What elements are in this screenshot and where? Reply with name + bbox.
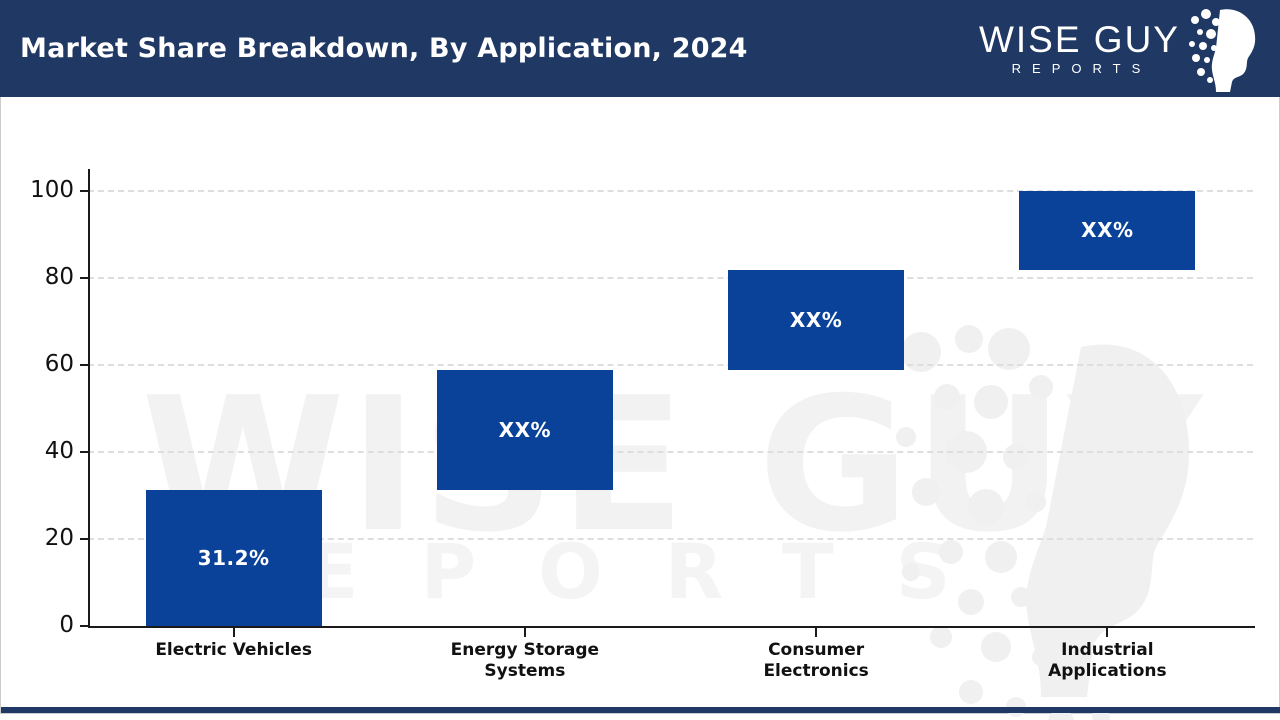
gridline — [88, 537, 1253, 540]
gridline — [88, 450, 1253, 453]
footer-accent-strip — [1, 707, 1280, 713]
x-tick-mark — [1106, 628, 1109, 637]
bar-value-label: XX% — [789, 308, 843, 333]
x-category-label: Electric Vehicles — [155, 640, 312, 660]
brand-face-icon — [1189, 8, 1256, 92]
x-tick-mark — [232, 628, 235, 637]
brand-logo-text: WISE GUY REPORTS — [979, 21, 1180, 76]
y-tick-label: 60 — [44, 350, 74, 377]
x-tick-mark — [523, 628, 526, 637]
bar-value-label: XX% — [1081, 218, 1134, 243]
waterfall-chart: 0 20 40 60 80 100 31.2% Electric Vehicles XX% Ene… — [0, 97, 1280, 714]
y-tick-mark — [80, 363, 88, 366]
y-tick-label: 0 — [59, 612, 74, 638]
y-axis-line — [88, 169, 90, 626]
waterfall-bar-segment: 31.2% — [145, 490, 322, 626]
y-tick-mark — [80, 276, 88, 279]
waterfall-bar-segment: XX% — [1019, 190, 1196, 270]
gridline — [88, 189, 1253, 192]
x-tick-mark — [815, 628, 818, 637]
x-category-label: Energy Storage Systems — [450, 640, 600, 682]
y-tick-label: 100 — [30, 176, 74, 203]
x-category-label: Industrial Applications — [1048, 640, 1167, 682]
gridline — [88, 276, 1253, 279]
header-bar: Market Share Breakdown, By Application, … — [0, 0, 1280, 97]
x-category-label: Consumer Electronics — [763, 640, 869, 682]
y-tick-label: 20 — [44, 524, 74, 551]
x-axis-line — [88, 626, 1255, 628]
bar-value-label: 31.2% — [197, 546, 270, 571]
y-tick-mark — [80, 625, 88, 627]
brand-logo: WISE GUY REPORTS — [979, 6, 1260, 92]
y-tick-mark — [80, 537, 88, 540]
y-tick-mark — [80, 450, 88, 453]
brand-subtitle: REPORTS — [1011, 61, 1152, 76]
waterfall-bar-segment: XX% — [728, 269, 905, 371]
page-title: Market Share Breakdown, By Application, … — [20, 33, 748, 64]
bar-value-label: XX% — [498, 418, 552, 443]
gridline — [88, 363, 1253, 366]
y-tick-label: 40 — [44, 437, 74, 464]
waterfall-bar-segment: XX% — [436, 370, 613, 491]
y-tick-label: 80 — [44, 263, 74, 290]
brand-name: WISE GUY — [978, 19, 1180, 60]
y-tick-mark — [80, 189, 88, 192]
